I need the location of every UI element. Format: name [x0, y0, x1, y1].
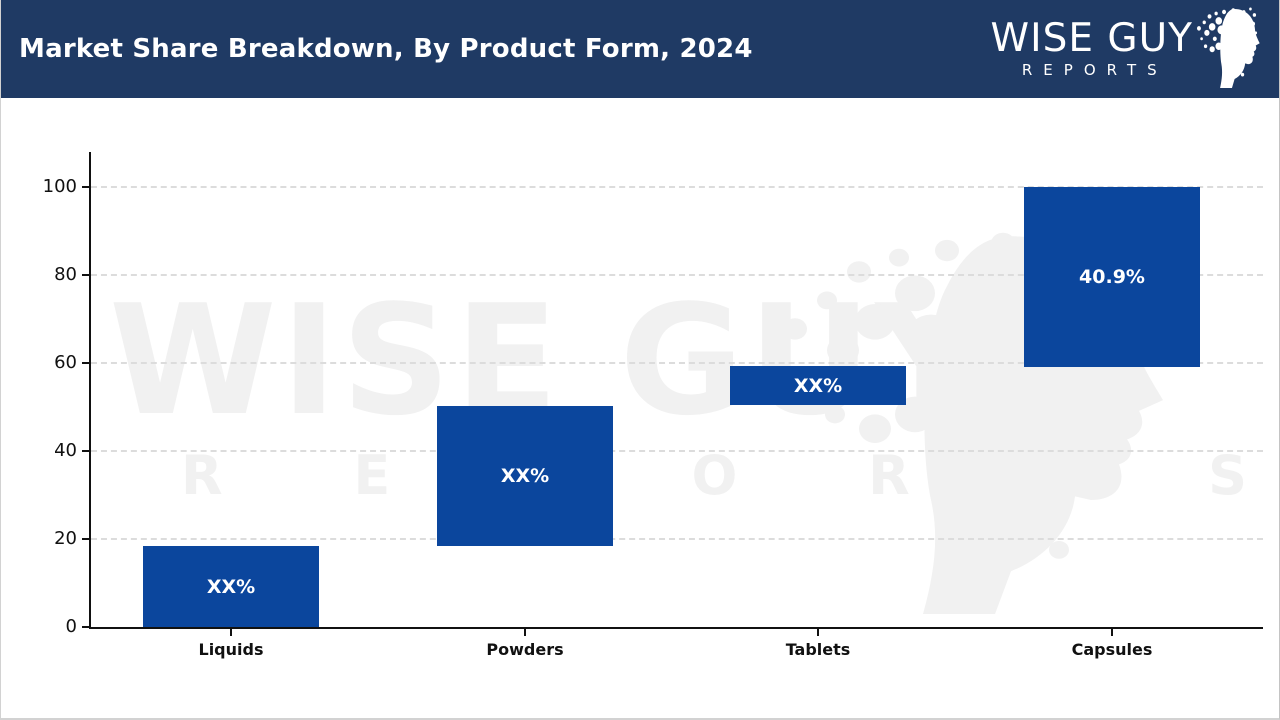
y-tick-mark-0: [82, 626, 90, 628]
y-tick-mark-60: [82, 362, 90, 364]
figure-header: Market Share Breakdown, By Product Form,…: [1, 0, 1279, 98]
y-tick-label-20: 20: [54, 528, 77, 549]
y-tick-label-0: 0: [65, 616, 77, 637]
wiseguy-face-icon: [1195, 6, 1261, 92]
y-tick-label-60: 60: [54, 352, 77, 373]
bar-value-label-powders: XX%: [500, 465, 550, 488]
x-tick-label-capsules: Capsules: [1071, 640, 1153, 659]
bar-value-label-liquids: XX%: [206, 575, 256, 598]
gridline-100: [91, 186, 1263, 188]
wiseguy-logo-text: WISE GUY REPORTS: [990, 16, 1193, 79]
bar-liquids: XX%: [143, 546, 319, 627]
x-tick-label-tablets: Tablets: [785, 640, 851, 659]
bar-tablets: XX%: [730, 366, 906, 406]
logo-subtext: REPORTS: [1021, 60, 1168, 79]
gridline-60: [91, 362, 1263, 364]
x-axis-spine: [89, 627, 1263, 629]
chart-title: Market Share Breakdown, By Product Form,…: [19, 34, 753, 64]
y-axis-spine: [89, 152, 91, 629]
gridline-40: [91, 450, 1263, 452]
gridline-20: [91, 538, 1263, 540]
bar-value-label-capsules: 40.9%: [1079, 265, 1145, 288]
bar-value-label-tablets: XX%: [793, 374, 843, 397]
x-tick-label-liquids: Liquids: [198, 640, 264, 659]
bar-capsules: 40.9%: [1024, 187, 1200, 367]
y-tick-mark-40: [82, 450, 90, 452]
wiseguy-logo: WISE GUY REPORTS: [991, 6, 1261, 92]
logo-wordmark: WISE GUY: [990, 16, 1193, 62]
y-tick-mark-80: [82, 274, 90, 276]
y-tick-mark-20: [82, 538, 90, 540]
x-tick-label-powders: Powders: [486, 640, 564, 659]
x-tick-mark-powders: [524, 629, 526, 636]
x-tick-mark-liquids: [230, 629, 232, 636]
y-tick-mark-100: [82, 186, 90, 188]
y-tick-label-80: 80: [54, 264, 77, 285]
y-tick-label-100: 100: [42, 176, 77, 197]
bar-powders: XX%: [437, 406, 613, 547]
x-tick-mark-capsules: [1111, 629, 1113, 636]
x-tick-mark-tablets: [817, 629, 819, 636]
y-tick-label-40: 40: [54, 440, 77, 461]
gridline-80: [91, 274, 1263, 276]
